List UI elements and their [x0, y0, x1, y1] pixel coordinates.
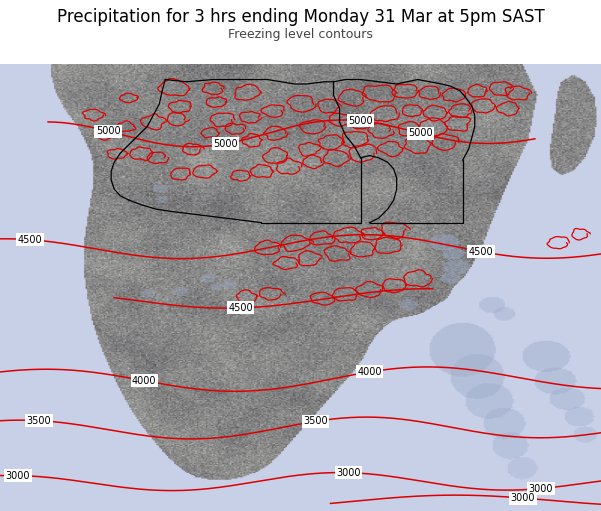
Text: 4000: 4000: [358, 367, 382, 377]
Text: Precipitation for 3 hrs ending Monday 31 Mar at 5pm SAST: Precipitation for 3 hrs ending Monday 31…: [56, 8, 545, 26]
Text: 3000: 3000: [337, 468, 361, 478]
Text: 3000: 3000: [511, 493, 535, 503]
Text: 5000: 5000: [213, 139, 237, 149]
Text: 3000: 3000: [529, 483, 553, 494]
Text: 4000: 4000: [132, 376, 156, 386]
Text: 4500: 4500: [18, 235, 42, 245]
Text: Freezing level contours: Freezing level contours: [228, 28, 373, 41]
Text: 3500: 3500: [304, 416, 328, 426]
Text: 4500: 4500: [228, 303, 252, 313]
Text: 5000: 5000: [96, 126, 120, 136]
Text: 3000: 3000: [6, 471, 30, 480]
Text: 5000: 5000: [409, 128, 433, 138]
Text: 5000: 5000: [349, 116, 373, 126]
Text: 3500: 3500: [27, 415, 51, 426]
Text: 4500: 4500: [469, 247, 493, 257]
